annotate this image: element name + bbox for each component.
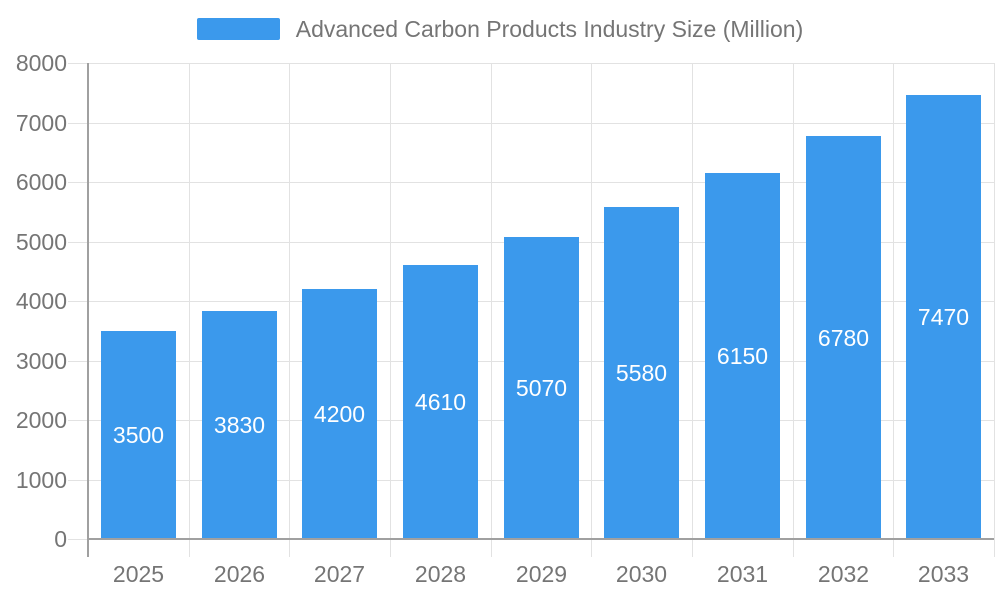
y-axis-tick-label: 6000 — [15, 169, 67, 195]
y-axis-tick — [68, 420, 88, 421]
v-gridline — [390, 63, 391, 557]
bar-value-label: 5070 — [515, 375, 568, 401]
bar-value-label: 7470 — [917, 304, 970, 330]
v-gridline — [289, 63, 290, 557]
x-axis-tick-label: 2030 — [615, 561, 668, 587]
bar-value-label: 3500 — [112, 422, 165, 448]
bar-value-label: 6780 — [817, 324, 870, 351]
v-gridline — [793, 63, 794, 557]
legend-label: Advanced Carbon Products Industry Size (… — [295, 16, 804, 42]
x-axis-tick-label: 2029 — [515, 561, 568, 587]
v-gridline — [994, 63, 995, 557]
bar[interactable]: 6150 — [705, 173, 780, 539]
x-axis-tick-label: 2026 — [213, 561, 266, 587]
legend-swatch — [196, 18, 280, 40]
x-axis-tick-label: 2033 — [917, 561, 970, 587]
y-axis-tick — [68, 361, 88, 362]
bar[interactable]: 3500 — [101, 331, 176, 539]
y-axis-tick — [68, 182, 88, 183]
bar-value-label: 3830 — [213, 412, 266, 438]
y-axis-tick — [68, 123, 88, 124]
v-gridline — [189, 63, 190, 557]
h-gridline — [88, 123, 994, 124]
y-axis-tick-label: 3000 — [15, 348, 67, 374]
v-gridline — [893, 63, 894, 557]
bar-value-label: 6150 — [716, 343, 769, 369]
y-axis-tick-label: 4000 — [15, 288, 67, 314]
y-axis-tick — [68, 242, 88, 243]
y-axis-tick-label: 0 — [54, 526, 67, 552]
y-axis-tick — [68, 480, 88, 481]
v-gridline — [491, 63, 492, 557]
bar[interactable]: 6780 — [806, 136, 881, 539]
bar[interactable]: 5580 — [604, 207, 679, 539]
y-axis-tick — [68, 63, 88, 64]
x-axis-tick-label: 2027 — [313, 561, 366, 587]
bar[interactable]: 4200 — [302, 289, 377, 539]
bar[interactable]: 7470 — [906, 95, 981, 539]
bar[interactable]: 3830 — [202, 311, 277, 539]
y-axis-tick-label: 7000 — [15, 110, 67, 136]
bar[interactable]: 4610 — [403, 265, 478, 539]
legend-item[interactable]: Advanced Carbon Products Industry Size (… — [196, 15, 804, 43]
x-axis-tick-label: 2032 — [817, 561, 870, 587]
x-axis-tick-label: 2025 — [112, 561, 165, 587]
h-gridline — [88, 63, 994, 64]
bar-value-label: 4610 — [414, 389, 467, 415]
y-axis-tick — [68, 539, 88, 540]
x-axis-tick-label: 2028 — [414, 561, 467, 587]
v-gridline — [591, 63, 592, 557]
bar-value-label: 4200 — [313, 401, 366, 427]
y-axis-tick-label: 5000 — [15, 229, 67, 255]
x-axis-line — [88, 538, 994, 540]
h-gridline — [88, 182, 994, 183]
y-axis-tick-label: 1000 — [15, 467, 67, 493]
y-axis-tick-label: 2000 — [15, 407, 67, 433]
x-axis-tick-label: 2031 — [716, 561, 769, 587]
y-axis-tick — [68, 301, 88, 302]
y-axis-tick-label: 8000 — [15, 50, 67, 76]
y-axis-line — [87, 63, 89, 557]
bar-value-label: 5580 — [615, 360, 668, 386]
legend: Advanced Carbon Products Industry Size (… — [0, 15, 1000, 43]
v-gridline — [692, 63, 693, 557]
bar[interactable]: 5070 — [504, 237, 579, 539]
